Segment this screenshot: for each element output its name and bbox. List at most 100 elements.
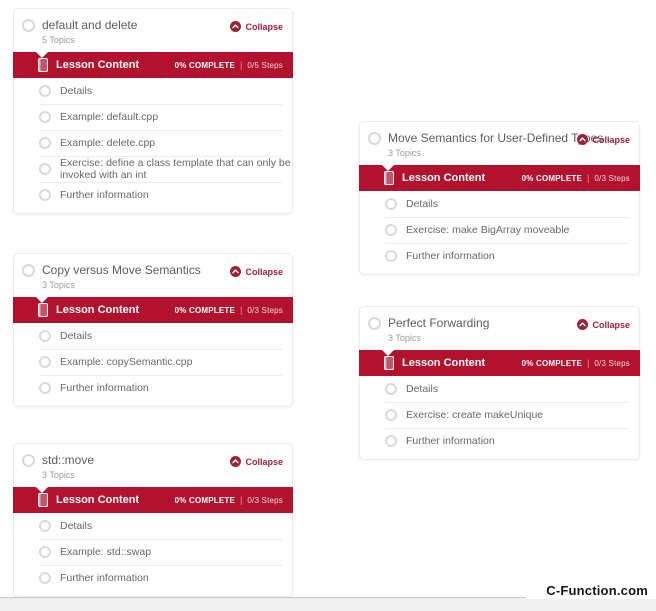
collapse-chevron-icon [577, 134, 589, 145]
topic-row[interactable]: Details [14, 323, 292, 349]
lesson-header: Move Semantics for User-Defined Types 3 … [360, 122, 639, 165]
bar-separator: | [587, 358, 590, 368]
steps-label: 0/3 Steps [594, 173, 630, 183]
bar-separator: | [240, 305, 243, 315]
lesson-content-icon [384, 171, 394, 185]
collapse-chevron-icon [230, 266, 242, 277]
lesson-status-circle [368, 317, 381, 330]
topic-row[interactable]: Details [14, 513, 292, 539]
lesson-content-bar: Lesson Content 0% COMPLETE | 0/3 Steps [13, 487, 293, 513]
steps-label: 0/3 Steps [247, 495, 283, 505]
lesson-title[interactable]: default and delete [42, 18, 138, 32]
topic-status-circle [385, 409, 397, 421]
topic-row[interactable]: Example: copySemantic.cpp [14, 349, 292, 375]
collapse-label: Collapse [592, 134, 630, 145]
lesson-title[interactable]: std::move [42, 453, 95, 467]
lesson-card-perfect-forwarding: Perfect Forwarding 3 Topics Collapse Les… [359, 306, 640, 460]
topic-status-circle [39, 189, 51, 201]
topic-label: Example: delete.cpp [60, 137, 156, 149]
topic-label: Exercise: make BigArray moveable [406, 224, 570, 236]
lesson-content-icon [38, 303, 48, 317]
topic-row[interactable]: Further information [14, 565, 292, 591]
topic-row[interactable]: Exercise: make BigArray moveable [360, 217, 639, 243]
lesson-content-icon [38, 493, 48, 507]
topic-row[interactable]: Example: std::swap [14, 539, 292, 565]
topic-status-circle [39, 330, 51, 342]
topic-row[interactable]: Details [360, 376, 639, 402]
collapse-button[interactable]: Collapse [577, 319, 630, 330]
topic-label: Further information [406, 250, 495, 262]
lesson-status-circle [22, 19, 35, 32]
lesson-content-bar: Lesson Content 0% COMPLETE | 0/5 Steps [13, 52, 293, 78]
lesson-content-label: Lesson Content [56, 304, 140, 316]
topic-list: Details Exercise: create makeUnique Furt… [360, 376, 639, 459]
topic-status-circle [39, 111, 51, 123]
collapse-button[interactable]: Collapse [230, 21, 283, 32]
topic-row[interactable]: Details [14, 78, 292, 104]
topic-list: Details Example: default.cpp Example: de… [14, 78, 292, 213]
lesson-content-icon [384, 356, 394, 370]
topic-label: Exercise: create makeUnique [406, 409, 544, 421]
percent-complete: 0% COMPLETE [174, 305, 236, 315]
lesson-title[interactable]: Move Semantics for User-Defined Types [388, 131, 604, 145]
topics-count: 3 Topics [42, 280, 75, 290]
lesson-header: Copy versus Move Semantics 3 Topics Coll… [14, 254, 292, 297]
topic-list: Details Exercise: make BigArray moveable… [360, 191, 639, 274]
topic-row[interactable]: Exercise: create makeUnique [360, 402, 639, 428]
lesson-content-label: Lesson Content [402, 357, 486, 369]
steps-label: 0/3 Steps [247, 305, 283, 315]
topic-status-circle [39, 85, 51, 97]
lesson-title[interactable]: Perfect Forwarding [388, 316, 490, 330]
topic-status-circle [39, 163, 51, 175]
topic-label: Further information [60, 572, 149, 584]
lesson-header: std::move 3 Topics Collapse [14, 444, 292, 487]
topic-status-circle [39, 137, 51, 149]
watermark: C-Function.com [526, 581, 656, 599]
topic-row[interactable]: Further information [14, 182, 292, 208]
lesson-card-copy-versus-move-semantics: Copy versus Move Semantics 3 Topics Coll… [13, 253, 293, 407]
collapse-chevron-icon [230, 456, 242, 467]
lesson-card-move-semantics-user-defined-types: Move Semantics for User-Defined Types 3 … [359, 121, 640, 275]
collapse-label: Collapse [245, 21, 283, 32]
lesson-header: default and delete 5 Topics Collapse [14, 9, 292, 52]
bar-separator: | [587, 173, 590, 183]
topic-status-circle [39, 382, 51, 394]
percent-complete: 0% COMPLETE [174, 60, 236, 70]
lesson-content-icon [38, 58, 48, 72]
topic-list: Details Example: copySemantic.cpp Furthe… [14, 323, 292, 406]
lesson-content-label: Lesson Content [56, 494, 140, 506]
lesson-status-circle [22, 264, 35, 277]
topic-status-circle [385, 250, 397, 262]
collapse-label: Collapse [245, 456, 283, 467]
topics-count: 5 Topics [42, 35, 75, 45]
topic-row[interactable]: Example: delete.cpp [14, 130, 292, 156]
lesson-status-circle [368, 132, 381, 145]
topic-row[interactable]: Exercise: define a class template that c… [14, 156, 292, 182]
topic-row[interactable]: Further information [14, 375, 292, 401]
lesson-title[interactable]: Copy versus Move Semantics [42, 263, 201, 277]
footer-strip [0, 597, 656, 611]
topic-label: Exercise: define a class template that c… [60, 157, 291, 181]
topic-row[interactable]: Example: default.cpp [14, 104, 292, 130]
lesson-header: Perfect Forwarding 3 Topics Collapse [360, 307, 639, 350]
topic-label: Example: std::swap [60, 546, 152, 558]
topic-status-circle [39, 520, 51, 532]
topic-row[interactable]: Further information [360, 428, 639, 454]
topic-row[interactable]: Further information [360, 243, 639, 269]
topic-status-circle [385, 383, 397, 395]
topic-row[interactable]: Details [360, 191, 639, 217]
lesson-content-bar: Lesson Content 0% COMPLETE | 0/3 Steps [359, 350, 640, 376]
topic-label: Details [60, 330, 93, 342]
collapse-button[interactable]: Collapse [230, 266, 283, 277]
bar-separator: | [240, 495, 243, 505]
lesson-content-bar: Lesson Content 0% COMPLETE | 0/3 Steps [13, 297, 293, 323]
lesson-card-default-and-delete: default and delete 5 Topics Collapse Les… [13, 8, 293, 214]
topic-label: Details [406, 383, 439, 395]
lesson-card-std-move: std::move 3 Topics Collapse Lesson Conte… [13, 443, 293, 597]
topic-list: Details Example: std::swap Further infor… [14, 513, 292, 596]
topic-status-circle [385, 198, 397, 210]
collapse-button[interactable]: Collapse [230, 456, 283, 467]
collapse-button[interactable]: Collapse [577, 134, 630, 145]
collapse-label: Collapse [592, 319, 630, 330]
